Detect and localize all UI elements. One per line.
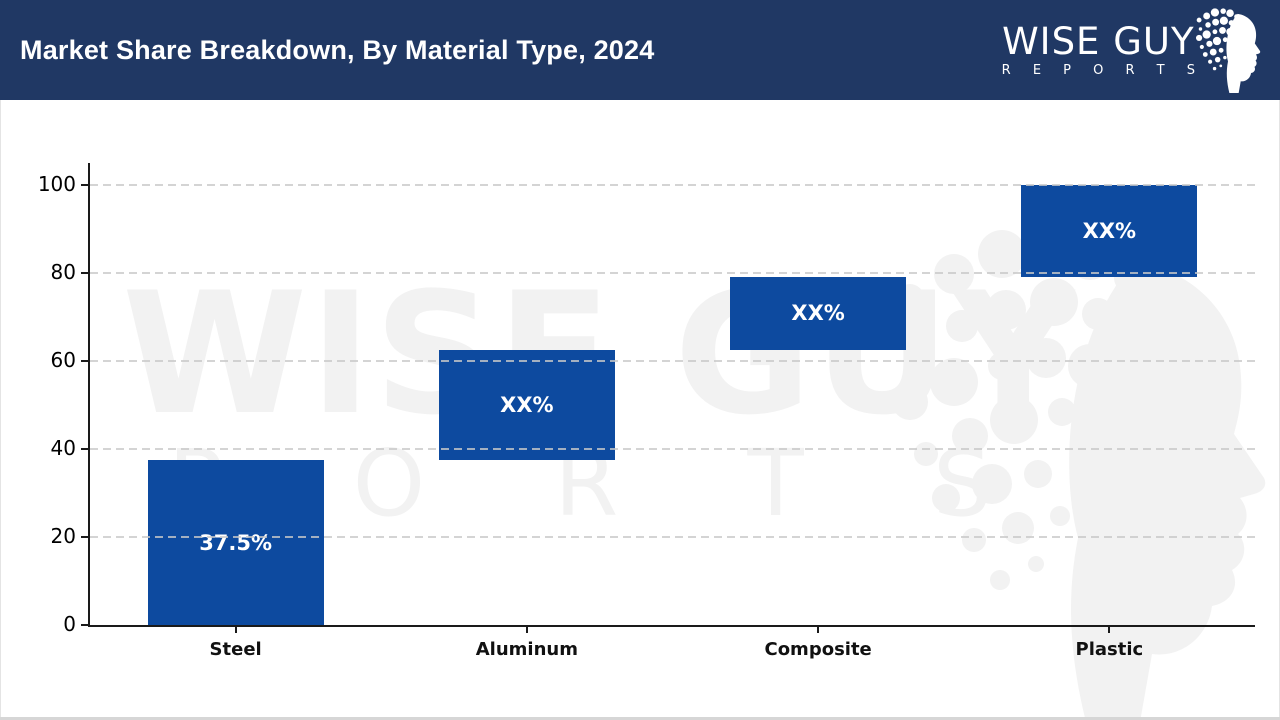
xtick-mark-0	[234, 625, 237, 633]
bar-value-label: XX%	[791, 301, 845, 326]
bar-value-label: XX%	[500, 393, 554, 417]
xtick-label-2: Composite	[764, 639, 872, 660]
bar-steel: 37.5%	[147, 460, 324, 625]
bar-plastic: XX%	[1021, 185, 1198, 277]
ytick-mark-80	[81, 272, 90, 274]
gridline-20	[90, 536, 1255, 538]
xtick-mark-1	[525, 625, 528, 633]
y-axis-spine	[88, 163, 90, 627]
xtick-mark-2	[817, 625, 820, 633]
xtick-label-1: Aluminum	[475, 639, 578, 660]
chart-title: Market Share Breakdown, By Material Type…	[20, 34, 655, 65]
logo-reports-label: R E P O R T S	[1001, 62, 1204, 78]
bar-composite: XX%	[730, 276, 907, 350]
gridline-100	[90, 184, 1255, 186]
ytick-mark-40	[81, 448, 90, 450]
xtick-label-0: Steel	[209, 639, 262, 660]
ytick-mark-20	[81, 536, 90, 538]
xtick-mark-3	[1108, 625, 1111, 633]
ytick-label-20: 20	[50, 524, 76, 548]
x-axis-spine	[88, 625, 1255, 627]
bottom-border	[0, 717, 1280, 720]
ytick-label-80: 80	[50, 260, 76, 284]
logo-wiseguy-label: WISE GUY	[1002, 19, 1195, 63]
wiseguy-logo: WISE GUY R E P O R T S	[993, 7, 1266, 93]
ytick-label-0: 0	[63, 612, 76, 636]
bar-value-label: XX%	[1082, 218, 1137, 243]
ytick-mark-60	[81, 360, 90, 362]
header-bar: Market Share Breakdown, By Material Type…	[0, 0, 1280, 100]
bar-aluminum: XX%	[438, 350, 615, 460]
ytick-mark-0	[81, 624, 90, 626]
xtick-label-3: Plastic	[1075, 639, 1144, 660]
ytick-label-40: 40	[50, 436, 76, 460]
logo-dotted-head-icon	[1196, 8, 1261, 93]
bar-value-label: 37.5%	[199, 530, 273, 555]
gridline-40	[90, 448, 1255, 450]
ytick-label-100: 100	[37, 172, 76, 196]
ytick-mark-100	[81, 184, 90, 186]
ytick-label-60: 60	[50, 348, 76, 372]
gridline-60	[90, 360, 1255, 362]
gridline-80	[90, 272, 1255, 274]
wiseguy-logo-text: WISE GUY R E P O R T S	[993, 23, 1204, 78]
